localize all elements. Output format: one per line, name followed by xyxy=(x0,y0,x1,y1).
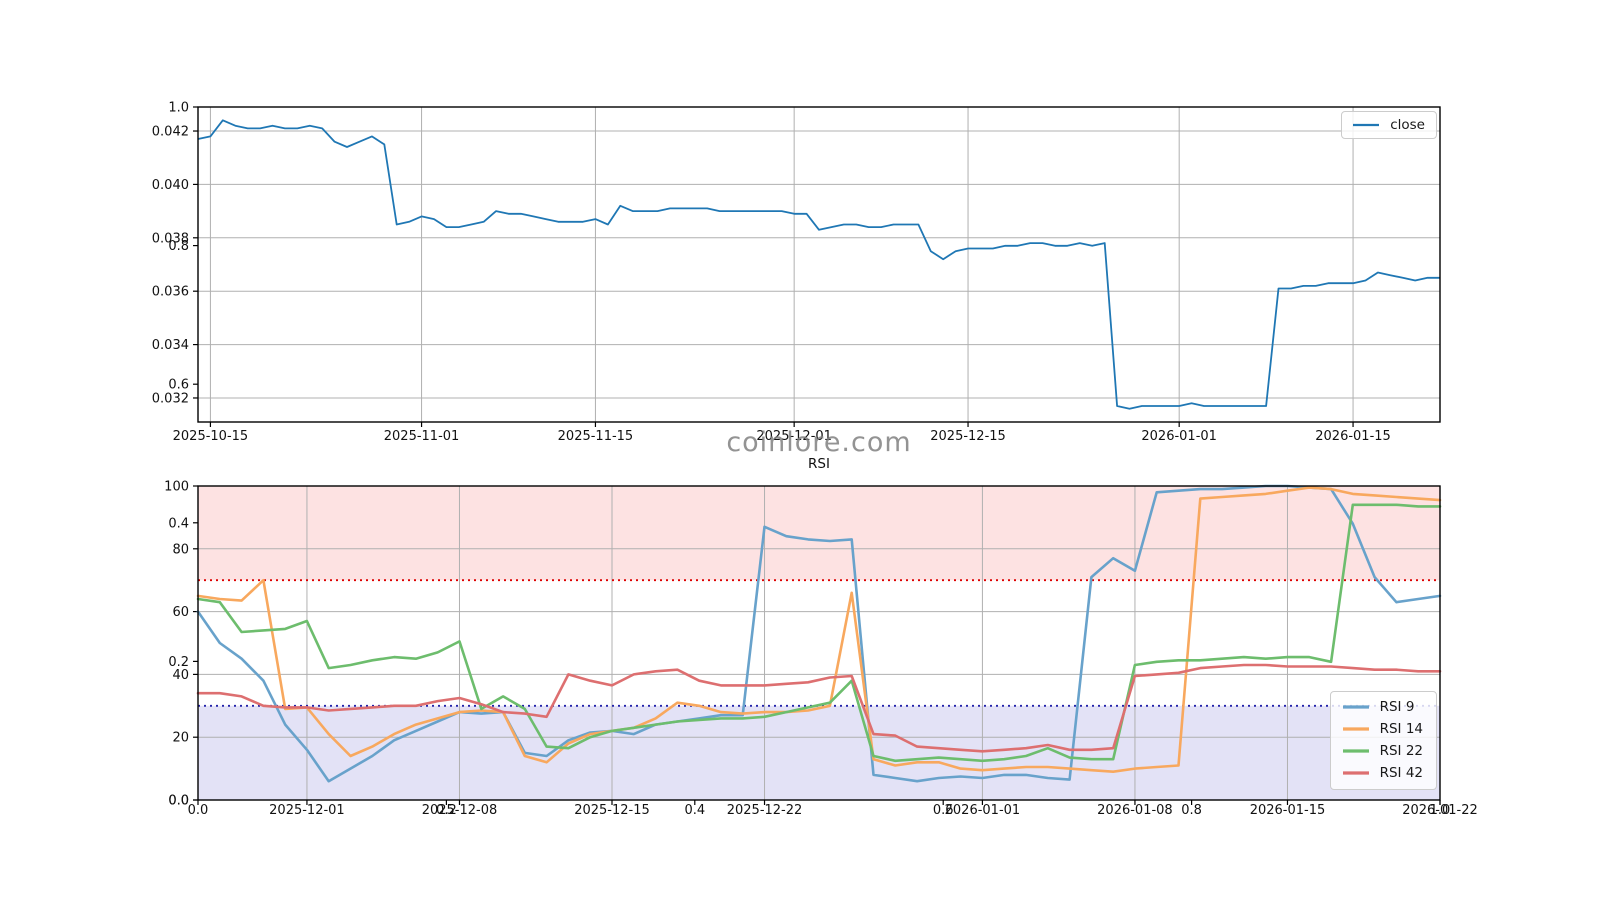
phantom-ytick-label: 0.2 xyxy=(168,655,189,670)
price-legend: close xyxy=(1341,111,1437,139)
phantom-xtick-label: 0.4 xyxy=(684,803,705,818)
rsi-chart-title: RSI xyxy=(808,456,830,472)
price-xtick-label: 2026-01-15 xyxy=(1315,429,1391,444)
rsi14-line xyxy=(196,486,1442,773)
phantom-xtick-label: 1.0 xyxy=(1430,803,1451,818)
rsi-ytick-label: 100 xyxy=(164,480,189,495)
price-plot-frame xyxy=(197,106,1441,423)
price-xtick-label: 2025-12-15 xyxy=(930,429,1006,444)
legend-item-rsi-9: RSI 9 xyxy=(1341,699,1423,715)
price-xtick-label: 2025-11-15 xyxy=(558,429,634,444)
rsi-ytick-label: 20 xyxy=(172,731,189,746)
rsi9-line xyxy=(196,484,1442,783)
watermark: coinlore.com xyxy=(726,427,912,458)
rsi42-legend-line-icon xyxy=(1342,771,1369,775)
rsi-legend: RSI 9 RSI 14 RSI 22 RSI 42 xyxy=(1329,691,1437,790)
rsi-ytick-label: 40 xyxy=(172,668,189,683)
price-ytick-label: 0.032 xyxy=(152,391,189,406)
legend-item-rsi-14: RSI 14 xyxy=(1341,721,1423,737)
rsi14-legend-label: RSI 14 xyxy=(1379,721,1423,737)
rsi-ytick-label: 60 xyxy=(172,605,189,620)
price-ytick-label: 0.036 xyxy=(152,285,189,300)
rsi22-legend-line-icon xyxy=(1342,749,1369,753)
phantom-ytick-label: 0.8 xyxy=(168,239,189,254)
rsi-ytick-label: 0.0 xyxy=(168,794,189,809)
rsi-xtick-label: 2026-01-01 xyxy=(945,803,1021,818)
rsi-xtick-label: 2025-12-15 xyxy=(574,803,650,818)
price-ytick-label: 0.038 xyxy=(152,231,189,246)
rsi14-legend-line-icon xyxy=(1342,727,1369,731)
phantom-xtick-label: 0.2 xyxy=(436,803,457,818)
rsi9-legend-line-icon xyxy=(1342,705,1369,709)
phantom-ytick-label: 0.0 xyxy=(168,794,189,809)
price-ytick-label: 0.040 xyxy=(152,178,189,193)
rsi-xtick-label: 2025-12-08 xyxy=(422,803,498,818)
close-legend-label: close xyxy=(1390,117,1425,133)
rsi-xtick-label: 2026-01-15 xyxy=(1250,803,1326,818)
phantom-ytick-label: 1.0 xyxy=(168,101,189,116)
legend-item-rsi-42: RSI 42 xyxy=(1341,765,1423,781)
phantom-xtick-label: 0.0 xyxy=(188,803,209,818)
rsi22-line xyxy=(196,503,1442,763)
rsi42-line xyxy=(196,663,1442,753)
rsi9-legend-label: RSI 9 xyxy=(1379,699,1415,715)
price-xtick-label: 2025-12-01 xyxy=(756,429,832,444)
price-xtick-label: 2025-11-01 xyxy=(384,429,460,444)
close-line xyxy=(197,119,1440,410)
price-xtick-label: 2025-10-15 xyxy=(173,429,249,444)
rsi-xtick-label: 2026-01-08 xyxy=(1097,803,1173,818)
rsi-xtick-label: 2025-12-01 xyxy=(269,803,345,818)
price-ytick-label: 0.034 xyxy=(152,338,189,353)
phantom-ytick-label: 0.6 xyxy=(168,378,189,393)
phantom-xtick-label: 0.6 xyxy=(933,803,954,818)
price-xtick-label: 2026-01-01 xyxy=(1141,429,1217,444)
rsi-xtick-label: 2025-12-22 xyxy=(727,803,803,818)
phantom-xtick-label: 0.8 xyxy=(1181,803,1202,818)
legend-item-rsi-22: RSI 22 xyxy=(1341,743,1423,759)
phantom-ytick-label: 0.4 xyxy=(168,516,189,531)
rsi-oversold-band xyxy=(198,705,1440,800)
rsi22-legend-label: RSI 22 xyxy=(1379,743,1423,759)
price-ytick-label: 0.042 xyxy=(152,125,189,140)
rsi-ytick-label: 80 xyxy=(172,542,189,557)
rsi-plot-frame xyxy=(197,485,1441,801)
rsi-xtick-label: 2026-01-22 xyxy=(1402,803,1478,818)
close-legend-line-icon xyxy=(1353,123,1380,127)
rsi42-legend-label: RSI 42 xyxy=(1379,765,1423,781)
rsi-overbought-band xyxy=(198,486,1440,581)
